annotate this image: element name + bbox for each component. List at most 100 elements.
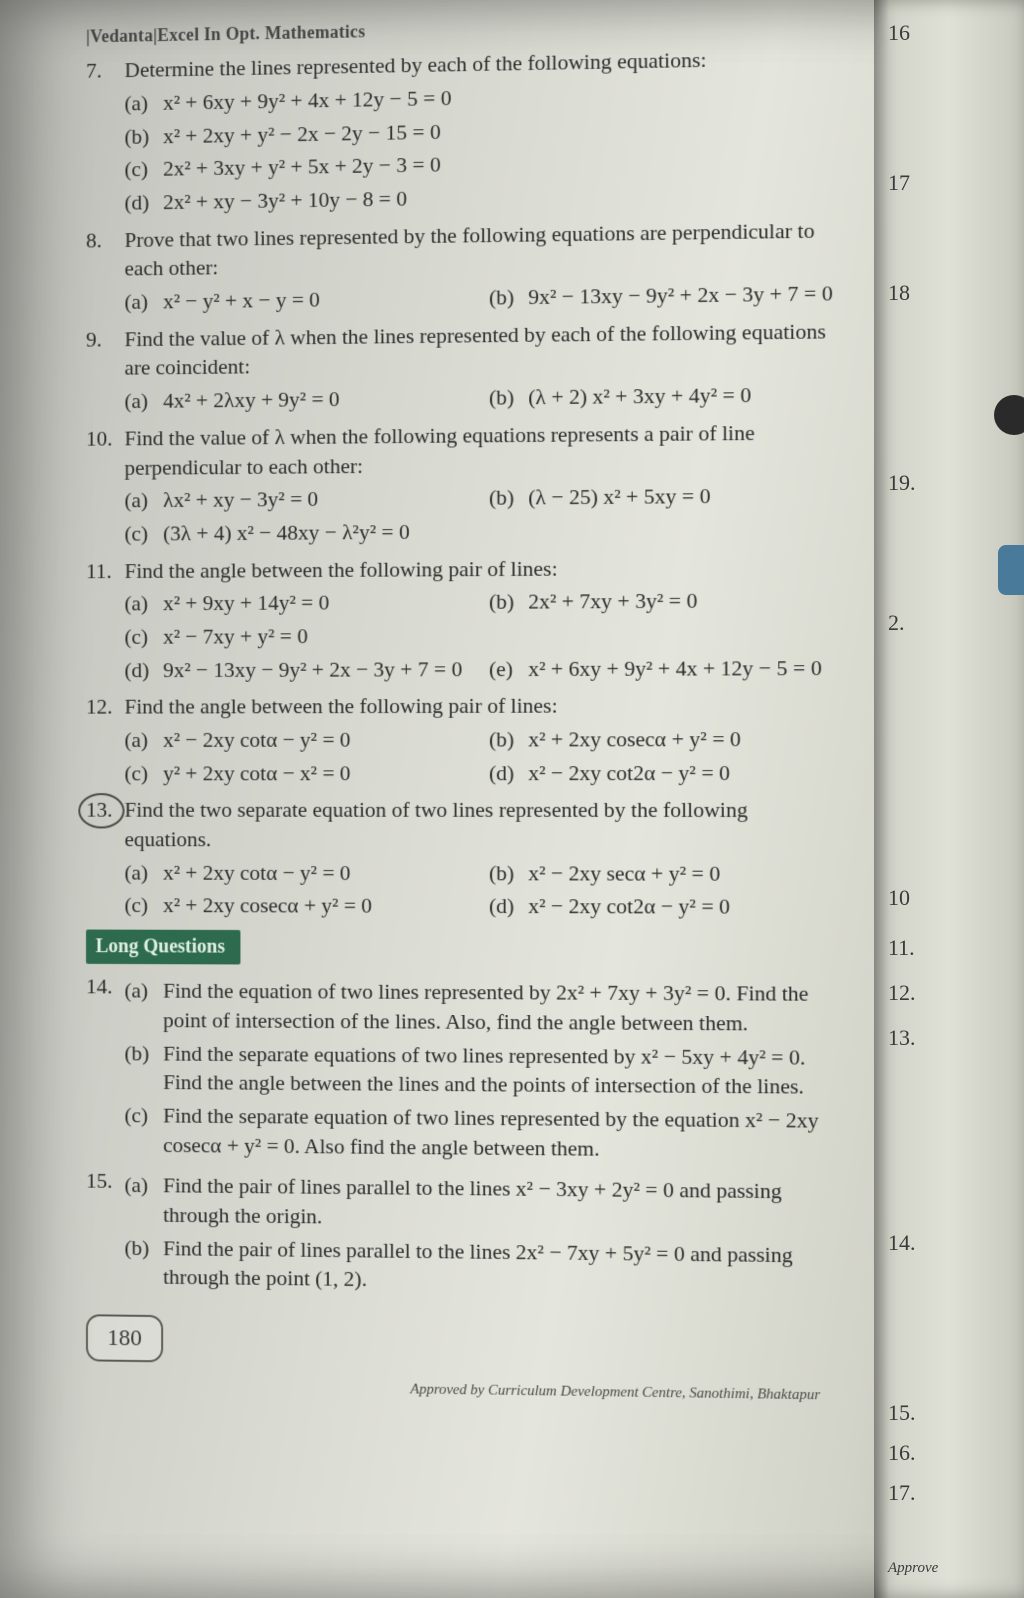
q15a: Find the pair of lines parallel to the l… [163,1171,840,1236]
question-8: 8. Prove that two lines represented by t… [86,215,840,317]
q13b: x² − 2xy secα + y² = 0 [528,858,840,888]
right-num-12: 12. [888,980,916,1006]
q7d: 2x² + xy − 3y² + 10y − 8 = 0 [163,177,840,216]
right-num-19: 19. [888,470,916,496]
label-d: (d) [489,892,528,922]
q8a: x² − y² + x − y = 0 [163,283,469,316]
right-num-14: 14. [888,1230,916,1256]
label-b: (b) [489,587,528,617]
q8-num: 8. [86,225,125,317]
question-11: 11. Find the angle between the following… [86,552,840,685]
q7c: 2x² + 3xy + y² + 5x + 2y − 3 = 0 [163,144,840,184]
right-approved: Approve [888,1560,938,1577]
q10a: λx² + xy − 3y² = 0 [163,483,469,515]
q13-text: Find the two separate equation of two li… [125,795,841,854]
label-d: (d) [489,758,528,787]
q11a: x² + 9xy + 14y² = 0 [163,587,469,618]
label-a: (a) [125,858,164,887]
q11d: 9x² − 13xy − 9y² + 2x − 3y + 7 = 0 [163,654,469,684]
q12a: x² − 2xy cotα − y² = 0 [163,725,469,755]
right-num-2: 2. [888,610,905,636]
q10b: (λ − 25) x² + 5xy = 0 [528,480,840,512]
q11-text: Find the angle between the following pai… [125,552,841,585]
q11e: x² + 6xy + 9y² + 4x + 12y − 5 = 0 [528,653,840,684]
label-c: (c) [125,891,164,920]
right-num-17b: 17. [888,1480,916,1506]
label-a: (a) [125,287,164,317]
label-b: (b) [489,383,528,413]
label-a: (a) [125,589,164,618]
right-num-16b: 16. [888,1440,916,1466]
label-b: (b) [489,483,528,513]
right-num-13: 13. [888,1025,916,1051]
question-13: 13. Find the two separate equation of tw… [86,795,840,922]
label-b: (b) [125,121,164,151]
bookmark-tab-icon [998,545,1024,595]
book-header: |Vedanta|Excel In Opt. Mathematics [86,11,840,49]
label-b: (b) [125,1038,164,1097]
page-number: 180 [86,1314,163,1363]
q9a: 4x² + 2λxy + 9y² = 0 [163,383,469,415]
label-a: (a) [125,486,164,515]
label-c: (c) [125,758,164,787]
label-b: (b) [489,858,528,888]
label-e: (e) [489,654,528,684]
question-15: 15. (a)Find the pair of lines parallel t… [86,1166,840,1299]
q10-num: 10. [86,424,125,549]
q12b: x² + 2xy cosecα + y² = 0 [528,724,840,754]
q13-num: 13. [86,795,125,919]
label-c: (c) [125,622,164,651]
long-questions-heading: Long Questions [86,930,240,965]
right-num-16: 16 [888,20,910,46]
q11c: x² − 7xy + y² = 0 [163,619,840,651]
label-a: (a) [125,386,164,416]
right-num-17: 17 [888,170,910,196]
q12d: x² − 2xy cot2α − y² = 0 [528,758,840,788]
q8b: 9x² − 13xy − 9y² + 2x − 3y + 7 = 0 [528,278,840,311]
q13a: x² + 2xy cotα − y² = 0 [163,858,469,888]
question-10: 10. Find the value of λ when the followi… [86,417,840,548]
page-spread: |Vedanta|Excel In Opt. Mathematics 7. De… [0,0,1024,1598]
label-b: (b) [489,725,528,754]
label-a: (a) [125,725,164,754]
q12-text: Find the angle between the following pai… [125,690,841,721]
q14b: Find the separate equations of two lines… [163,1038,840,1101]
label-d: (d) [125,655,164,684]
q10-text: Find the value of λ when the following e… [125,417,841,482]
q15b: Find the pair of lines parallel to the l… [163,1233,840,1299]
right-page-strip: 16 17 18 19. 2. 10 11. 12. 13. 14. 15. 1… [874,0,1024,1598]
right-num-10: 10 [888,885,910,911]
label-c: (c) [125,1100,164,1159]
approved-by-text: Approved by Curriculum Development Centr… [86,1375,840,1406]
question-12: 12. Find the angle between the following… [86,690,840,787]
q9-num: 9. [86,324,125,416]
q9-text: Find the value of λ when the lines repre… [125,316,841,383]
label-a: (a) [125,976,164,1035]
label-c: (c) [125,519,164,548]
right-num-18: 18 [888,280,910,306]
q8-text: Prove that two lines represented by the … [125,215,841,283]
label-a: (a) [125,88,164,118]
question-14: 14. (a)Find the equation of two lines re… [86,972,840,1165]
q7-num: 7. [86,56,125,218]
q12-num: 12. [86,692,125,787]
label-a: (a) [125,1171,164,1230]
label-c: (c) [125,154,164,184]
q9b: (λ + 2) x² + 3xy + 4y² = 0 [528,379,840,412]
q14-num: 14. [86,972,125,1159]
question-7: 7. Determine the lines represented by ea… [86,43,840,218]
q11b: 2x² + 7xy + 3y² = 0 [528,585,840,616]
thumb-tab-icon [994,395,1024,435]
q12c: y² + 2xy cotα − x² = 0 [163,758,469,787]
label-d: (d) [125,188,164,218]
label-b: (b) [125,1233,164,1292]
question-9: 9. Find the value of λ when the lines re… [86,316,840,416]
q14c: Find the separate equation of two lines … [163,1101,840,1165]
q13c: x² + 2xy cosecα + y² = 0 [163,891,469,921]
right-num-11: 11. [888,935,915,961]
q11-num: 11. [86,556,125,685]
right-num-15: 15. [888,1400,916,1426]
q14a: Find the equation of two lines represent… [163,976,840,1038]
q15-num: 15. [86,1166,125,1291]
left-page: |Vedanta|Excel In Opt. Mathematics 7. De… [19,0,870,1598]
